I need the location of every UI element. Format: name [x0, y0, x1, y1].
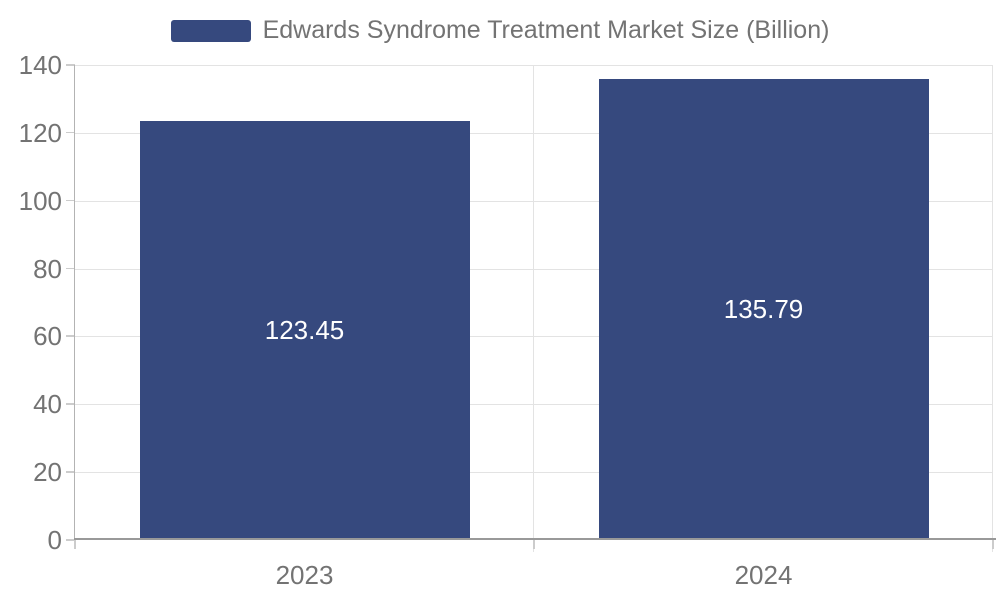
h-gridline: [75, 65, 993, 66]
y-axis-tick-label: 120: [18, 117, 62, 148]
h-gridline: [75, 336, 993, 338]
h-gridline: [75, 132, 993, 134]
bar-value-label: 135.79: [723, 294, 804, 325]
y-axis-tick-label: 140: [18, 50, 62, 80]
h-gridline: [75, 268, 993, 270]
y-tick: [66, 64, 75, 66]
y-axis-tick-label: 60: [33, 321, 62, 352]
y-tick: [66, 131, 75, 134]
h-gridline: [75, 472, 993, 474]
y-axis-tick-label: 20: [33, 457, 62, 488]
bar-2024[interactable]: 135.79: [598, 79, 929, 540]
x-axis-tick-label: 2023: [275, 560, 334, 590]
x-axis-line: [74, 538, 996, 540]
y-tick: [66, 267, 75, 270]
y-tick: [66, 199, 75, 202]
y-axis-tick-label: 40: [33, 389, 62, 420]
y-tick: [66, 335, 75, 337]
plot-area: 123.45 135.79: [75, 65, 993, 552]
bar-value-label: 123.45: [264, 315, 345, 346]
bar-2023[interactable]: 123.45: [139, 121, 470, 540]
legend-label: Edwards Syndrome Treatment Market Size (…: [262, 16, 830, 44]
h-gridline: [75, 200, 993, 202]
y-axis-line: [73, 65, 75, 549]
y-tick: [66, 471, 75, 473]
y-axis-tick-label: 100: [18, 185, 62, 216]
chart-legend[interactable]: Edwards Syndrome Treatment Market Size (…: [0, 16, 1000, 45]
h-gridline: [75, 404, 993, 406]
y-tick: [66, 403, 75, 405]
v-gridline: [533, 65, 534, 552]
legend-swatch: [170, 19, 251, 42]
v-gridline: [992, 65, 993, 552]
x-axis-tick-label: 2024: [734, 560, 793, 590]
x-tick: [533, 540, 535, 549]
x-tick: [992, 540, 994, 549]
y-axis-tick-label: 0: [47, 525, 62, 555]
x-tick: [74, 540, 76, 549]
y-tick: [66, 539, 75, 541]
y-axis-tick-label: 80: [33, 253, 62, 284]
